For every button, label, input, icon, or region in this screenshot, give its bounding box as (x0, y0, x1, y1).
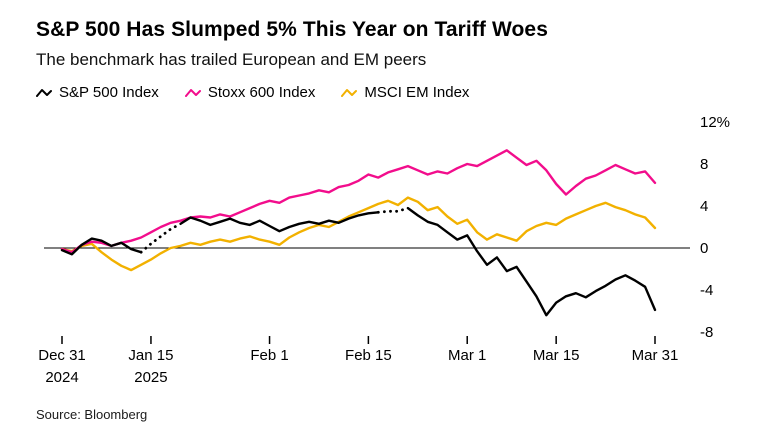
chart-svg: 12% 8 4 0 -4 -8 Dec 31 2024 Jan 15 2025 Feb 1 Feb 1… (38, 114, 730, 386)
svg-text:4: 4 (700, 198, 708, 215)
legend-item-msciem: MSCI EM Index (341, 84, 469, 101)
svg-text:Jan 15: Jan 15 (128, 347, 173, 364)
svg-text:Mar 15: Mar 15 (533, 347, 580, 364)
svg-text:Mar 31: Mar 31 (632, 347, 679, 364)
legend-marker (36, 87, 52, 99)
svg-text:2025: 2025 (134, 369, 167, 386)
svg-text:12%: 12% (700, 114, 730, 131)
chart-title: S&P 500 Has Slumped 5% This Year on Tari… (36, 18, 548, 41)
svg-text:2024: 2024 (45, 369, 78, 386)
svg-text:Feb 15: Feb 15 (345, 347, 392, 364)
line-chart: 12% 8 4 0 -4 -8 Dec 31 2024 Jan 15 2025 Feb 1 Feb 1… (0, 108, 761, 393)
legend-label: S&P 500 Index (59, 84, 159, 101)
legend-item-sp500: S&P 500 Index (36, 84, 159, 101)
legend-label: Stoxx 600 Index (207, 84, 316, 101)
legend-label: MSCI EM Index (364, 84, 470, 101)
source-credit: Source: Bloomberg (36, 407, 148, 422)
svg-text:Mar 1: Mar 1 (448, 347, 486, 364)
svg-text:8: 8 (700, 156, 708, 173)
chart-legend: S&P 500 Index Stoxx 600 Index MSCI EM In… (36, 84, 469, 101)
svg-text:-8: -8 (700, 324, 713, 341)
svg-text:-4: -4 (700, 282, 713, 299)
legend-marker (341, 87, 358, 99)
chart-subtitle: The benchmark has trailed European and E… (36, 50, 427, 69)
svg-text:Dec 31: Dec 31 (38, 347, 86, 364)
svg-text:Feb 1: Feb 1 (250, 347, 288, 364)
legend-item-stoxx600: Stoxx 600 Index (184, 84, 316, 101)
svg-text:0: 0 (700, 240, 708, 257)
legend-marker (184, 87, 201, 99)
